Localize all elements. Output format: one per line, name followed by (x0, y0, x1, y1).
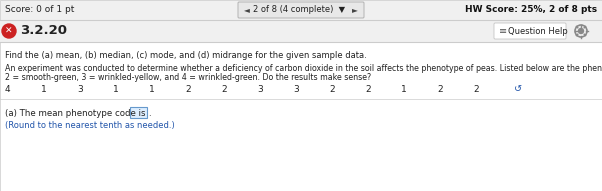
Text: ≡: ≡ (499, 26, 507, 36)
Text: 2 = smooth-green, 3 = wrinkled-yellow, and 4 = wrinkled-green. Do the results ma: 2 = smooth-green, 3 = wrinkled-yellow, a… (5, 73, 371, 82)
Text: 2: 2 (365, 85, 371, 94)
Text: 2 of 8 (4 complete)  ▼: 2 of 8 (4 complete) ▼ (253, 6, 345, 15)
Text: 3: 3 (257, 85, 262, 94)
Circle shape (2, 24, 16, 38)
Text: 1: 1 (41, 85, 47, 94)
FancyBboxPatch shape (0, 20, 602, 42)
Text: .: . (148, 109, 150, 118)
Text: (a) The mean phenotype code is: (a) The mean phenotype code is (5, 109, 148, 118)
Text: 3.2.20: 3.2.20 (20, 24, 67, 37)
Text: 1: 1 (401, 85, 407, 94)
Text: 2: 2 (437, 85, 442, 94)
Text: ✕: ✕ (5, 27, 13, 36)
Text: 1: 1 (149, 85, 155, 94)
Text: 2: 2 (185, 85, 191, 94)
FancyBboxPatch shape (238, 2, 364, 18)
Text: ↺: ↺ (514, 84, 522, 94)
FancyBboxPatch shape (0, 42, 602, 191)
FancyBboxPatch shape (129, 107, 146, 117)
FancyBboxPatch shape (0, 0, 602, 20)
Text: Score: 0 of 1 pt: Score: 0 of 1 pt (5, 6, 75, 15)
Text: Question Help: Question Help (508, 27, 568, 36)
Text: 2: 2 (221, 85, 226, 94)
Text: 1: 1 (113, 85, 119, 94)
Text: 3: 3 (293, 85, 299, 94)
Text: ◄: ◄ (244, 6, 250, 15)
Text: 2: 2 (473, 85, 479, 94)
Text: 2: 2 (329, 85, 335, 94)
Text: Find the (a) mean, (b) median, (c) mode, and (d) midrange for the given sample d: Find the (a) mean, (b) median, (c) mode,… (5, 51, 367, 60)
Text: An experiment was conducted to determine whether a deficiency of carbon dioxide : An experiment was conducted to determine… (5, 64, 602, 73)
Text: (Round to the nearest tenth as needed.): (Round to the nearest tenth as needed.) (5, 121, 175, 130)
Circle shape (579, 28, 583, 33)
Text: ►: ► (352, 6, 358, 15)
FancyBboxPatch shape (494, 23, 566, 39)
Text: 3: 3 (77, 85, 82, 94)
Text: HW Score: 25%, 2 of 8 pts: HW Score: 25%, 2 of 8 pts (465, 6, 597, 15)
Text: 4: 4 (5, 85, 11, 94)
